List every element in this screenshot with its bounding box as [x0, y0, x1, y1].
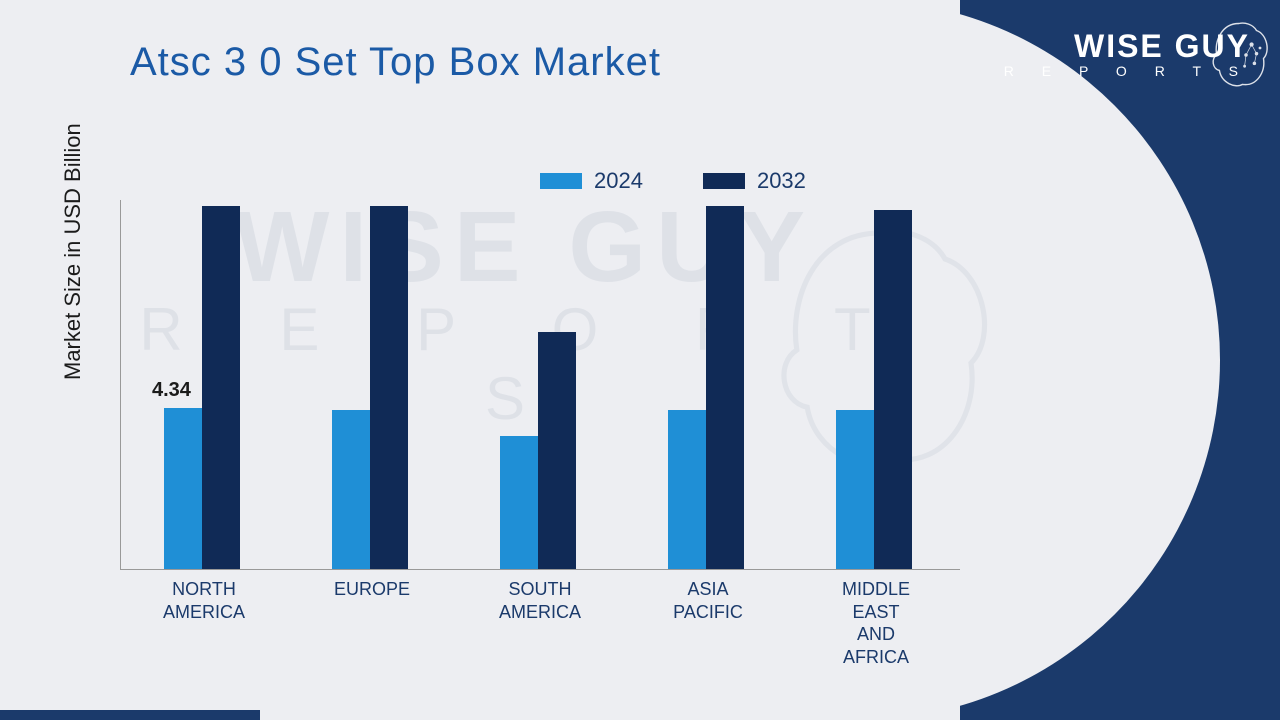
- footer-accent-bar: [0, 710, 260, 720]
- bar: [164, 408, 202, 569]
- legend-swatch-2024: [540, 173, 582, 189]
- category-label: ASIAPACIFIC: [638, 578, 778, 623]
- legend-item-2032: 2032: [703, 168, 806, 194]
- legend-label-2032: 2032: [757, 168, 806, 194]
- bar: [668, 410, 706, 569]
- legend-item-2024: 2024: [540, 168, 643, 194]
- bar: [706, 206, 744, 569]
- bar: [202, 206, 240, 569]
- bar: [836, 410, 874, 569]
- chart-stage: WISE GUY R E P O R T S WISE GUY R E P O …: [0, 0, 1280, 720]
- legend-label-2024: 2024: [594, 168, 643, 194]
- chart-title: Atsc 3 0 Set Top Box Market: [130, 40, 661, 85]
- bar: [370, 206, 408, 569]
- plot-area: 4.34: [120, 200, 960, 570]
- y-axis-line: [120, 200, 121, 570]
- bar: [874, 210, 912, 569]
- category-label: EUROPE: [302, 578, 442, 601]
- brand-logo: WISE GUY R E P O R T S: [1004, 28, 1250, 79]
- x-axis-line: [120, 569, 960, 570]
- brand-line2: R E P O R T S: [1004, 63, 1250, 79]
- category-label: NORTHAMERICA: [134, 578, 274, 623]
- legend: 2024 2032: [540, 168, 806, 194]
- bar: [500, 436, 538, 569]
- category-label: SOUTHAMERICA: [470, 578, 610, 623]
- bar-value-label: 4.34: [152, 379, 191, 402]
- y-axis-label: Market Size in USD Billion: [60, 123, 86, 380]
- bar: [332, 410, 370, 569]
- brand-line1: WISE GUY: [1004, 28, 1250, 65]
- legend-swatch-2032: [703, 173, 745, 189]
- bar: [538, 332, 576, 569]
- category-label: MIDDLEEASTANDAFRICA: [806, 578, 946, 668]
